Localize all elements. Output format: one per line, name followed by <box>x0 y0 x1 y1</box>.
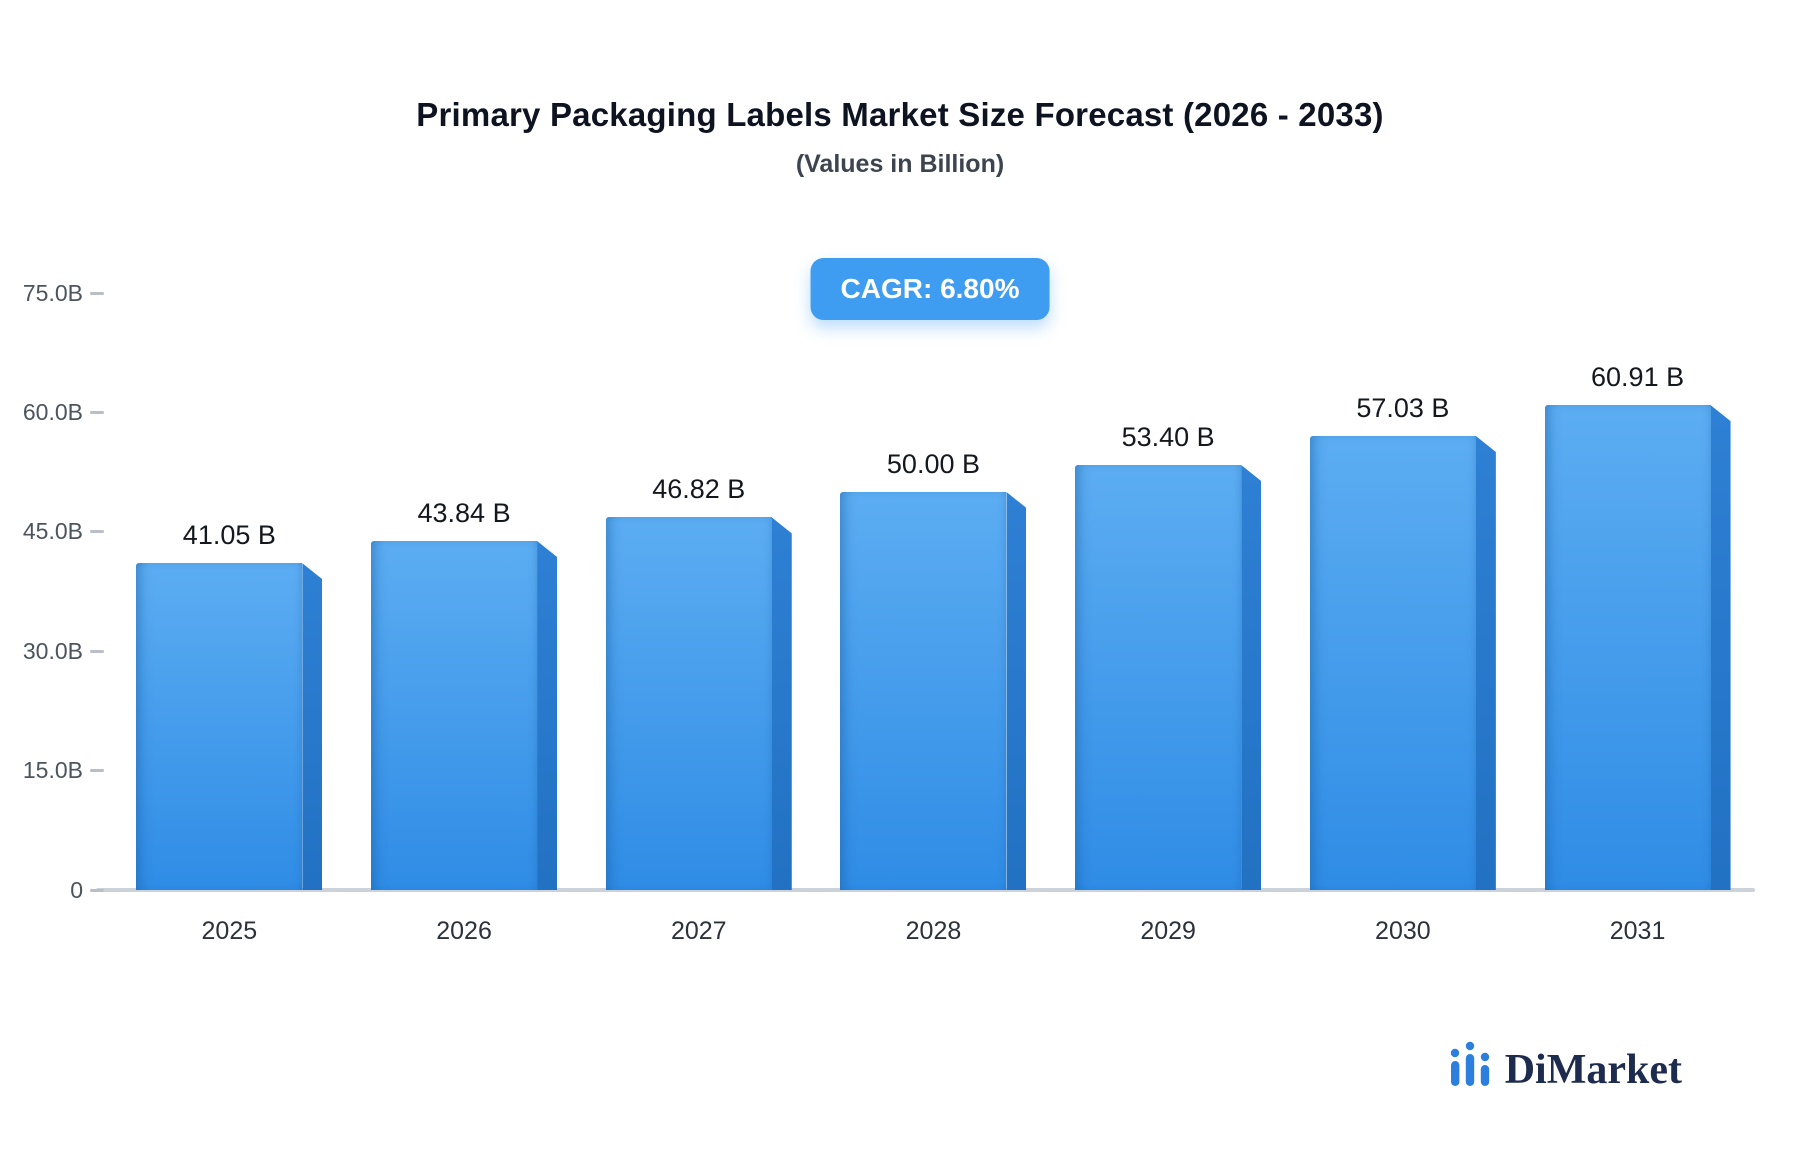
bar <box>605 517 792 890</box>
x-axis-label: 2027 <box>670 917 727 945</box>
bar-chart-dots-icon <box>1447 1040 1493 1091</box>
bar-value-label: 43.84 B <box>417 498 511 529</box>
bar-face <box>1544 405 1711 890</box>
bar-face <box>1309 436 1476 890</box>
bar-value-label: 60.91 B <box>1591 362 1685 393</box>
bar-group: 43.84 B 2026 <box>364 293 564 945</box>
x-axis-baseline <box>96 888 1755 892</box>
bar-value-label: 46.82 B <box>652 474 746 505</box>
y-axis-tick: 15.0B <box>0 757 104 784</box>
chart-subtitle: (Values in Billion) <box>795 150 1005 178</box>
bar <box>371 541 558 890</box>
bar-face <box>371 541 538 890</box>
y-axis-tick-label: 30.0B <box>22 637 83 664</box>
bar-group: 57.03 B 2030 <box>1303 293 1503 945</box>
bar-value-label: 50.00 B <box>886 449 980 479</box>
cagr-badge: CAGR: 6.80% <box>810 258 1050 320</box>
x-axis-label: 2026 <box>436 917 492 945</box>
bar-value-label: 41.05 B <box>182 520 276 551</box>
bar <box>1075 464 1262 890</box>
bar-value-label: 57.03 B <box>1356 393 1450 424</box>
bar-side <box>1475 436 1496 890</box>
bar-side <box>302 563 323 890</box>
y-axis-tick-label: 15.0B <box>22 757 83 784</box>
bar-face <box>1075 464 1242 890</box>
y-axis-tick: 0 <box>0 877 104 903</box>
x-axis-label: 2031 <box>1609 917 1666 945</box>
x-axis-label: 2030 <box>1375 917 1431 945</box>
chart-title: Primary Packaging Labels Market Size For… <box>416 96 1384 133</box>
brand-logo-text: DiMarket <box>1504 1047 1682 1093</box>
y-axis-tick-mark <box>90 888 104 892</box>
y-axis-tick-label: 60.0B <box>22 398 83 425</box>
y-axis-tick-mark <box>90 769 104 773</box>
x-axis-label: 2028 <box>905 917 962 945</box>
y-axis-tick: 30.0B <box>0 638 104 664</box>
y-axis-tick-mark <box>90 291 104 295</box>
y-axis-tick-label: 75.0B <box>22 279 83 306</box>
y-axis-tick: 45.0B <box>0 518 104 545</box>
bar <box>1544 405 1731 890</box>
bar-face <box>840 492 1007 890</box>
x-axis-label: 2025 <box>201 917 258 945</box>
plot-area: 41.05 B 2025 43.84 B 2026 46.82 B 2027 50.00 B… <box>23 280 1755 945</box>
bar-face <box>605 517 772 890</box>
bar-group: 50.00 B 2028 <box>833 293 1033 945</box>
bar-side <box>1241 464 1262 890</box>
y-axis-tick-mark <box>90 649 104 653</box>
y-axis-tick-label: 0 <box>70 876 83 903</box>
bar <box>136 563 323 890</box>
bars-row: 41.05 B 2025 43.84 B 2026 46.82 B 2027 50.00 B… <box>112 293 1755 945</box>
y-axis-tick-mark <box>90 530 104 534</box>
y-axis-tick-label: 45.0B <box>22 518 83 545</box>
bar-side <box>1006 492 1027 890</box>
bar-side <box>1710 405 1731 890</box>
bar-group: 41.05 B 2025 <box>129 293 329 945</box>
bar <box>840 492 1027 890</box>
y-axis-tick: 75.0B <box>0 280 104 306</box>
x-axis-label: 2029 <box>1140 917 1196 945</box>
bar-group: 46.82 B 2027 <box>599 293 799 945</box>
brand-logo: DiMarket <box>1447 1040 1682 1091</box>
bar-group: 60.91 B 2031 <box>1538 293 1738 945</box>
bar-side <box>771 517 792 890</box>
bar-group: 53.40 B 2029 <box>1068 293 1268 945</box>
bar-value-label: 53.40 B <box>1121 421 1215 452</box>
bar-face <box>136 563 303 890</box>
bar <box>1309 436 1496 890</box>
bar-side <box>537 541 558 890</box>
y-axis-tick-mark <box>90 410 104 414</box>
y-axis-tick: 60.0B <box>0 399 104 425</box>
